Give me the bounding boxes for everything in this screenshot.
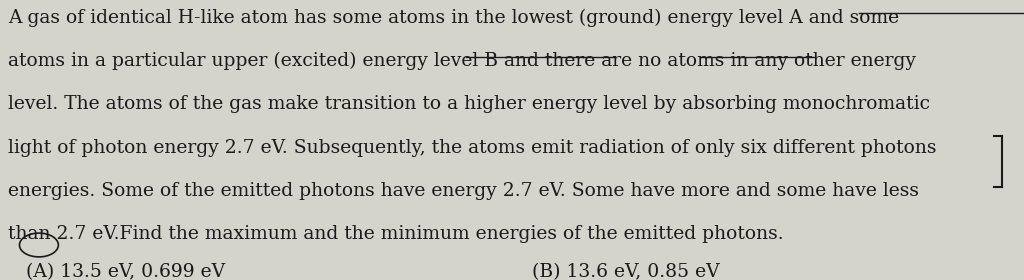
Text: A gas of identical H-like atom has some atoms in the lowest (ground) energy leve: A gas of identical H-like atom has some … — [8, 8, 899, 27]
Text: light of photon energy 2.7 eV. Subsequently, the atoms emit radiation of only si: light of photon energy 2.7 eV. Subsequen… — [8, 139, 937, 157]
Text: atoms in a particular upper (excited) energy level B and there are no atoms in a: atoms in a particular upper (excited) en… — [8, 52, 916, 70]
Text: (A) 13.5 eV, 0.699 eV: (A) 13.5 eV, 0.699 eV — [26, 263, 224, 280]
Text: than 2.7 eV.Find the maximum and the minimum energies of the emitted photons.: than 2.7 eV.Find the maximum and the min… — [8, 225, 783, 243]
Text: energies. Some of the emitted photons have energy 2.7 eV. Some have more and som: energies. Some of the emitted photons ha… — [8, 182, 920, 200]
Text: (B) 13.6 eV, 0.85 eV: (B) 13.6 eV, 0.85 eV — [532, 263, 720, 280]
Text: level. The atoms of the gas make transition to a higher energy level by absorbin: level. The atoms of the gas make transit… — [8, 95, 930, 113]
